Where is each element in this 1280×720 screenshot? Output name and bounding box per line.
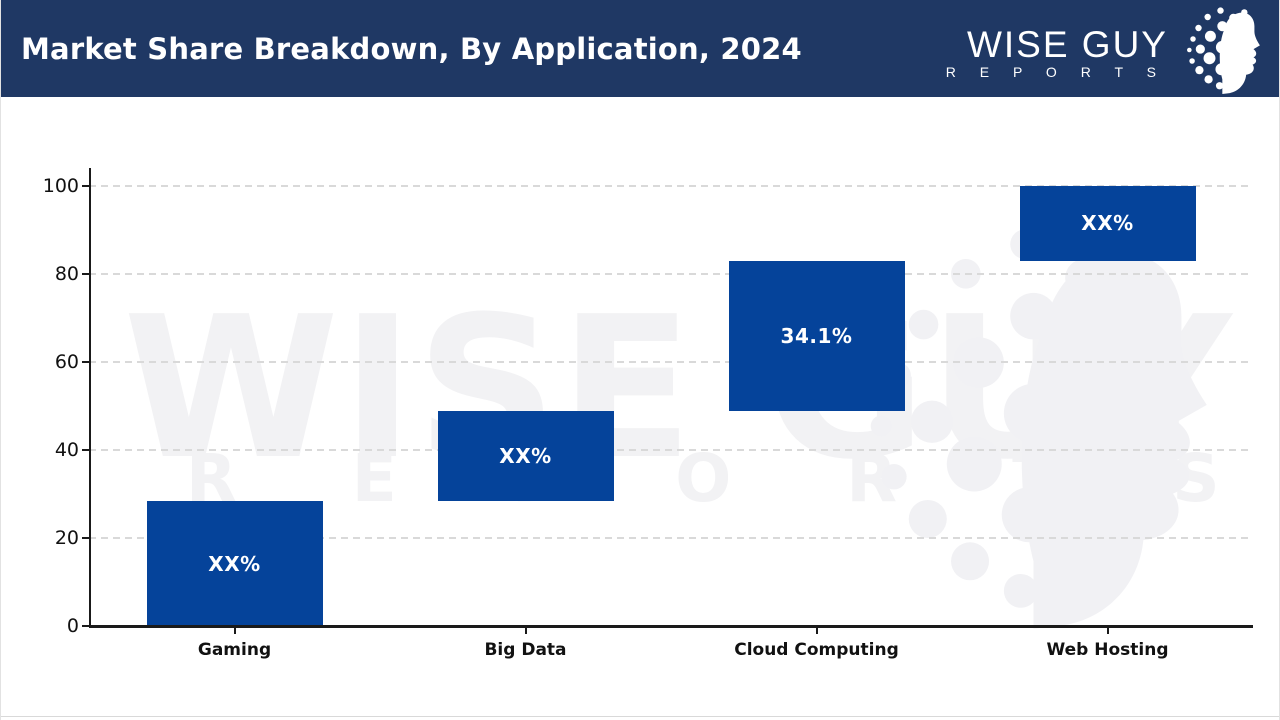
y-tick-mark-100 [82, 185, 89, 187]
gridline-20 [89, 537, 1253, 539]
bar-value-label-gaming: XX% [208, 551, 261, 576]
x-axis-label-cloud-computing: Cloud Computing [734, 640, 899, 660]
y-axis-spine [89, 168, 91, 628]
brand-logo-subtext: R E P O R T S [945, 64, 1166, 80]
x-tick-mark-gaming [233, 627, 236, 634]
x-tick-mark-big-data [524, 627, 527, 634]
y-tick-label-60: 60 [54, 351, 79, 373]
y-tick-label-80: 80 [54, 263, 79, 285]
gridline-80 [89, 273, 1253, 275]
bar-value-label-cloud-computing: 34.1% [780, 323, 853, 348]
x-axis-label-gaming: Gaming [197, 640, 272, 660]
x-tick-mark-cloud-computing [815, 627, 818, 634]
bar-gaming: XX% [146, 501, 323, 626]
gridline-100 [89, 185, 1253, 187]
plot-area: 0 20 40 60 80 100 XX% Gaming XX% Big Data 34.1% Clo… [1, 97, 1279, 720]
bar-value-label-big-data: XX% [499, 443, 552, 468]
header-band: Market Share Breakdown, By Application, … [1, 0, 1279, 97]
bar-value-label-web-hosting: XX% [1081, 211, 1134, 236]
y-tick-label-40: 40 [54, 439, 79, 461]
wise-guy-head-icon [1173, 6, 1268, 94]
gridline-40 [89, 449, 1253, 451]
brand-logo: WISE GUY R E P O R T S [946, 4, 1273, 94]
y-tick-mark-20 [82, 537, 89, 539]
gridline-60 [89, 361, 1253, 363]
brand-logo-text: WISE GUY [966, 24, 1168, 65]
y-tick-mark-0 [82, 625, 89, 627]
bar-big-data: XX% [437, 410, 614, 502]
y-tick-mark-60 [82, 361, 89, 363]
y-tick-label-20: 20 [54, 527, 79, 549]
bar-cloud-computing: 34.1% [728, 260, 905, 411]
y-tick-mark-80 [82, 273, 89, 275]
bottom-divider [1, 716, 1279, 717]
y-tick-mark-40 [82, 449, 89, 451]
x-axis-spine [89, 625, 1253, 628]
x-axis-label-web-hosting: Web Hosting [1046, 640, 1169, 660]
y-tick-label-100: 100 [42, 175, 79, 197]
x-axis-label-big-data: Big Data [484, 640, 567, 660]
chart-title: Market Share Breakdown, By Application, … [21, 31, 802, 66]
y-tick-label-0: 0 [66, 615, 79, 637]
x-tick-mark-web-hosting [1106, 627, 1109, 634]
bar-web-hosting: XX% [1019, 186, 1196, 261]
